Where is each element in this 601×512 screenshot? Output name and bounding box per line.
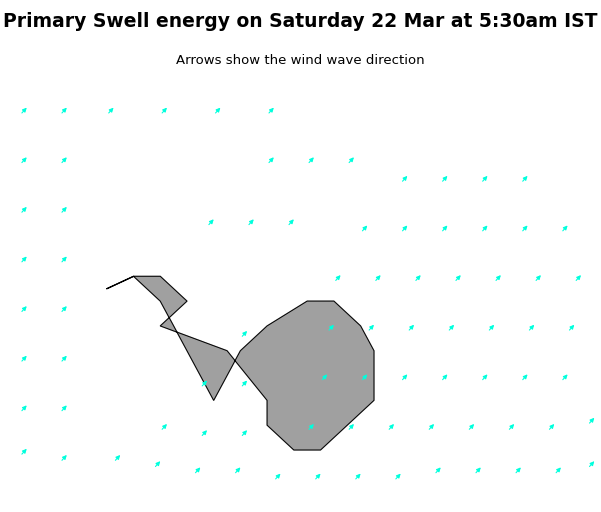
Polygon shape bbox=[107, 276, 374, 450]
Text: Primary Swell energy on Saturday 22 Mar at 5:30am IST: Primary Swell energy on Saturday 22 Mar … bbox=[3, 12, 598, 31]
Text: Arrows show the wind wave direction: Arrows show the wind wave direction bbox=[176, 54, 425, 67]
